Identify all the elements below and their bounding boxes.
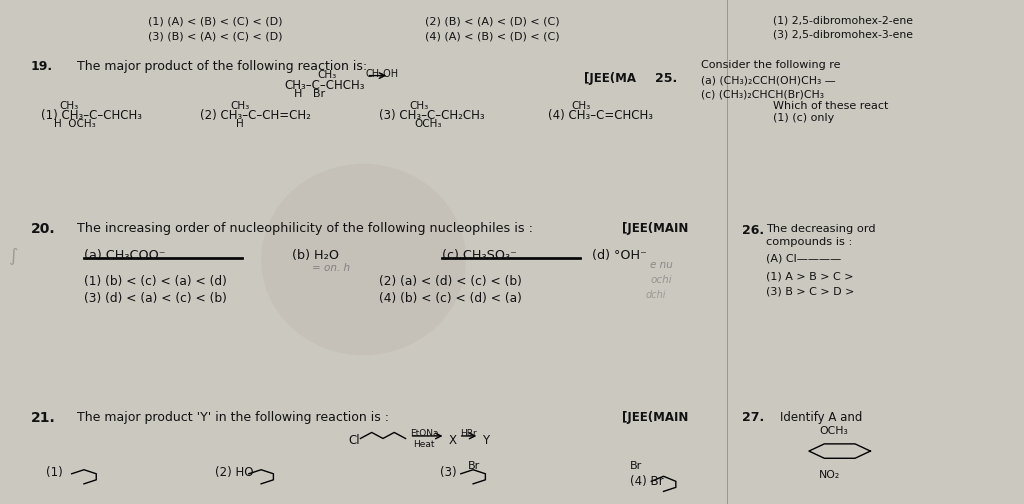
Text: (2) CH₃–C–CH=CH₂: (2) CH₃–C–CH=CH₂ xyxy=(200,109,310,122)
Text: (3) (d) < (a) < (c) < (b): (3) (d) < (a) < (c) < (b) xyxy=(84,292,227,305)
Text: CH₃OH: CH₃OH xyxy=(366,69,398,79)
Text: Consider the following re: Consider the following re xyxy=(701,60,841,71)
Text: H   Br: H Br xyxy=(294,89,325,99)
Text: EtONa: EtONa xyxy=(411,429,439,438)
Text: The major product of the following reaction is:: The major product of the following react… xyxy=(77,60,367,74)
Text: 21.: 21. xyxy=(31,411,55,425)
Text: dchi: dchi xyxy=(645,290,666,300)
Text: (3): (3) xyxy=(440,466,457,479)
Text: CH₃–C–CHCH₃: CH₃–C–CHCH₃ xyxy=(285,79,366,92)
Text: (c) CH₃SO₃⁻: (c) CH₃SO₃⁻ xyxy=(442,249,517,263)
Text: (4) (b) < (c) < (d) < (a): (4) (b) < (c) < (d) < (a) xyxy=(379,292,522,305)
Text: HBr: HBr xyxy=(460,429,476,438)
Text: ∫: ∫ xyxy=(8,247,17,265)
Text: Y: Y xyxy=(482,434,489,447)
Text: CH₃: CH₃ xyxy=(571,101,591,111)
Text: 26.: 26. xyxy=(742,224,765,237)
Text: OCH₃: OCH₃ xyxy=(415,119,442,130)
Text: [JEE(MAIN: [JEE(MAIN xyxy=(622,411,688,424)
Text: (d) °OH⁻: (d) °OH⁻ xyxy=(592,249,647,263)
Text: (4) Br: (4) Br xyxy=(630,475,664,488)
Text: Identify A and: Identify A and xyxy=(780,411,862,424)
Text: Br: Br xyxy=(468,461,480,471)
Text: Br: Br xyxy=(630,461,642,471)
Text: (3) (B) < (A) < (C) < (D): (3) (B) < (A) < (C) < (D) xyxy=(148,31,283,41)
Text: (3) 2,5-dibromohex-3-ene: (3) 2,5-dibromohex-3-ene xyxy=(773,29,913,39)
Text: 27.: 27. xyxy=(742,411,765,424)
Text: CH₃: CH₃ xyxy=(59,101,79,111)
Text: H: H xyxy=(236,119,244,130)
Text: OCH₃: OCH₃ xyxy=(819,426,848,436)
Text: compounds is :: compounds is : xyxy=(766,237,852,247)
Text: (1) CH₃–C–CHCH₃: (1) CH₃–C–CHCH₃ xyxy=(41,109,142,122)
Text: 20.: 20. xyxy=(31,222,55,236)
Text: H  OCH₃: H OCH₃ xyxy=(54,119,96,130)
Text: The decreasing ord: The decreasing ord xyxy=(766,224,876,234)
Ellipse shape xyxy=(261,164,466,355)
Text: The increasing order of nucleophilicity of the following nucleophiles is :: The increasing order of nucleophilicity … xyxy=(77,222,532,235)
Text: Cl: Cl xyxy=(348,434,359,448)
Text: [JEE(MA: [JEE(MA xyxy=(584,72,636,85)
Text: (1) (b) < (c) < (a) < (d): (1) (b) < (c) < (a) < (d) xyxy=(84,275,227,288)
Text: (3) B > C > D >: (3) B > C > D > xyxy=(766,286,854,296)
Text: (3) CH₃–C–CH₂CH₃: (3) CH₃–C–CH₂CH₃ xyxy=(379,109,484,122)
Text: (b) H₂O: (b) H₂O xyxy=(292,249,339,263)
Text: (4) CH₃–C=CHCH₃: (4) CH₃–C=CHCH₃ xyxy=(548,109,653,122)
Text: = on. h: = on. h xyxy=(312,263,350,273)
Text: NO₂: NO₂ xyxy=(819,470,841,480)
Text: (a) (CH₃)₂CCH(OH)CH₃ —: (a) (CH₃)₂CCH(OH)CH₃ — xyxy=(701,76,836,86)
Text: 25.: 25. xyxy=(655,72,678,85)
Text: (a) CH₃COO⁻: (a) CH₃COO⁻ xyxy=(84,249,166,263)
Text: ochi: ochi xyxy=(650,275,672,285)
Text: (1) (A) < (B) < (C) < (D): (1) (A) < (B) < (C) < (D) xyxy=(148,16,283,26)
Text: (4) (A) < (B) < (D) < (C): (4) (A) < (B) < (D) < (C) xyxy=(425,31,559,41)
Text: X: X xyxy=(449,434,457,447)
Text: CH₃: CH₃ xyxy=(230,101,250,111)
Text: (A) Cl————: (A) Cl———— xyxy=(766,253,841,263)
Text: CH₃: CH₃ xyxy=(317,70,337,80)
Text: (2) HO: (2) HO xyxy=(215,466,254,479)
Text: (c) (CH₃)₂CHCH(Br)CH₃: (c) (CH₃)₂CHCH(Br)CH₃ xyxy=(701,90,824,100)
Text: [JEE(MAIN: [JEE(MAIN xyxy=(622,222,688,235)
Text: (1) 2,5-dibromohex-2-ene: (1) 2,5-dibromohex-2-ene xyxy=(773,15,913,25)
Text: (1) A > B > C >: (1) A > B > C > xyxy=(766,271,853,281)
Text: (2) (a) < (d) < (c) < (b): (2) (a) < (d) < (c) < (b) xyxy=(379,275,522,288)
Text: Which of these react: Which of these react xyxy=(773,101,889,111)
Text: e nu: e nu xyxy=(650,260,673,270)
Text: The major product 'Y' in the following reaction is :: The major product 'Y' in the following r… xyxy=(77,411,389,424)
Text: (2) (B) < (A) < (D) < (C): (2) (B) < (A) < (D) < (C) xyxy=(425,16,559,26)
Text: 19.: 19. xyxy=(31,60,53,74)
Text: Heat: Heat xyxy=(413,440,434,450)
Text: (1) (c) only: (1) (c) only xyxy=(773,113,835,123)
Text: (1): (1) xyxy=(46,466,62,479)
Text: CH₃: CH₃ xyxy=(410,101,429,111)
